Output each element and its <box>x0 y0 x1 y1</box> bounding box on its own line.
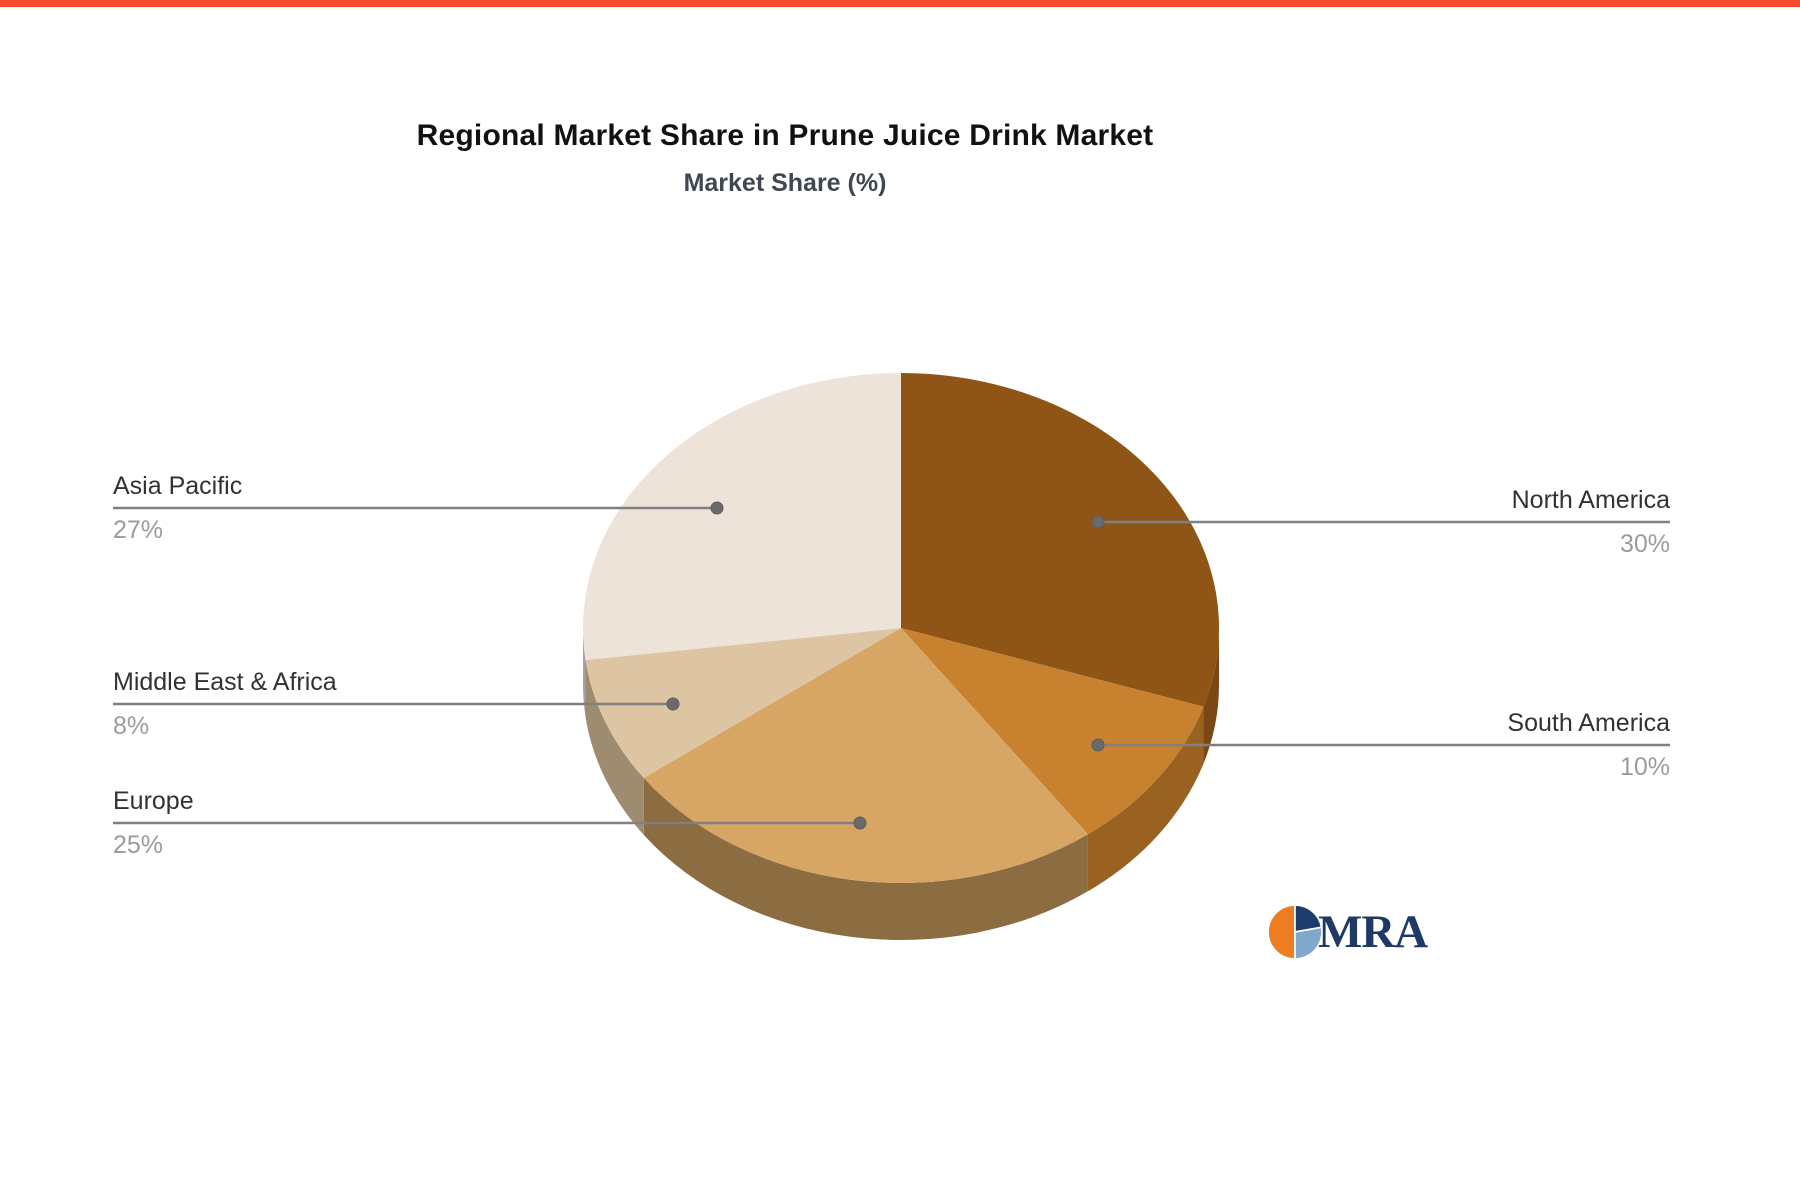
pie-slice-middle-east-africa[interactable] <box>585 628 901 778</box>
mra-logo: MRA <box>1267 903 1428 961</box>
slice-value-middle-east-africa: 8% <box>113 712 150 740</box>
logo-wedge-orange <box>1267 904 1296 960</box>
chart-subtitle: Market Share (%) <box>683 169 887 197</box>
pie-wall-south-america <box>1087 706 1204 892</box>
pie-wall-middle-east-africa <box>585 659 644 835</box>
leader-dot-north-america <box>1091 515 1105 529</box>
slice-label-europe: Europe <box>113 787 194 815</box>
slice-value-north-america: 30% <box>1619 530 1670 558</box>
slice-value-south-america: 10% <box>1619 753 1670 781</box>
slice-label-south-america: South America <box>1507 709 1670 737</box>
slice-value-europe: 25% <box>113 831 164 859</box>
slice-label-asia-pacific: Asia Pacific <box>113 472 243 500</box>
slice-label-north-america: North America <box>1511 486 1670 514</box>
pie-slice-south-america[interactable] <box>901 628 1204 835</box>
leader-dot-middle-east-africa <box>666 697 680 711</box>
leader-lines <box>113 506 1670 825</box>
pie-slice-europe[interactable] <box>643 628 1088 883</box>
leader-dot-asia-pacific <box>710 501 724 515</box>
chart-title: Regional Market Share in Prune Juice Dri… <box>416 119 1154 152</box>
slice-value-asia-pacific: 27% <box>113 516 164 544</box>
pie-logo-icon <box>1267 904 1323 960</box>
leader-dots <box>666 501 1105 830</box>
pie-slice-north-america[interactable] <box>901 373 1219 707</box>
logo-wedge-blue <box>1294 926 1323 960</box>
pie-wall-asia-pacific <box>583 628 586 717</box>
pie-slice-asia-pacific[interactable] <box>582 373 901 660</box>
pie-3d-group <box>582 373 1219 940</box>
leader-dot-south-america <box>1091 738 1105 752</box>
pie-wall-north-america <box>1203 628 1219 764</box>
pie-wall-europe <box>643 777 1088 940</box>
logo-text: MRA <box>1318 906 1428 958</box>
accent-top-bar <box>0 0 1800 7</box>
leader-dot-europe <box>853 816 867 830</box>
slice-label-middle-east-africa: Middle East & Africa <box>113 668 337 696</box>
